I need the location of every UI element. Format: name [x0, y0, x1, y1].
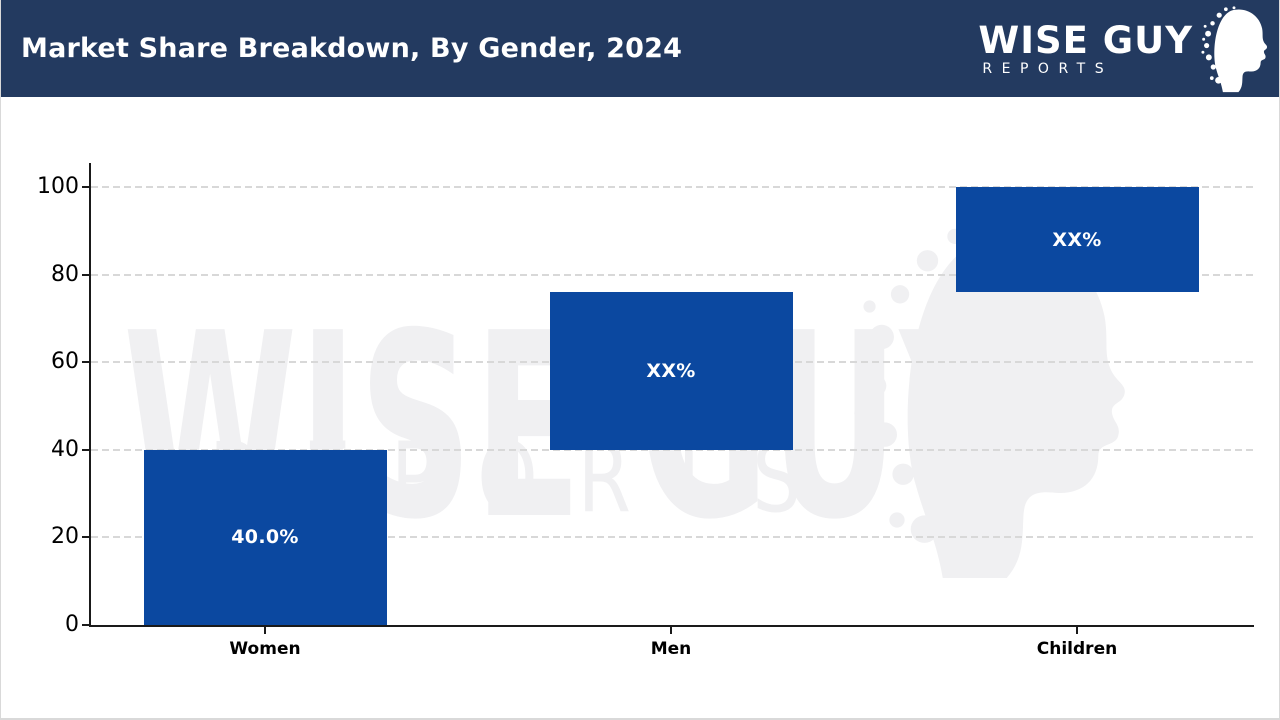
gridline-40 — [91, 448, 1254, 451]
logo-wordmark: WISE GUY — [978, 18, 1193, 62]
y-tick-label-20: 20 — [51, 524, 79, 550]
y-axis-spine — [89, 163, 91, 627]
gridline-20 — [91, 536, 1254, 539]
bar-value-label: 40.0% — [231, 526, 299, 549]
header-bar: Market Share Breakdown, By Gender, 2024 … — [1, 0, 1279, 97]
y-tick-label-100: 100 — [37, 174, 79, 199]
y-tick-label-60: 60 — [51, 349, 79, 375]
x-tick-children — [1076, 627, 1078, 634]
bar-men: XX% — [549, 292, 793, 450]
bar-value-label: XX% — [646, 359, 696, 382]
bar-value-label: XX% — [1052, 228, 1102, 251]
y-tick-label-40: 40 — [51, 436, 79, 462]
y-tick-80 — [82, 273, 89, 276]
wise-guy-logo: WISE GUY REPORTS — [978, 0, 1271, 97]
logo-face-icon — [1201, 6, 1268, 93]
x-tick-label-men: Men — [650, 639, 692, 659]
y-tick-60 — [82, 361, 89, 364]
bar-women: 40.0% — [143, 449, 387, 625]
x-axis-spine — [89, 625, 1254, 627]
y-tick-100 — [82, 186, 89, 188]
plot-area: 0 20 40 60 80 100 40.0% Women XX% Men XX% Children — [1, 97, 1279, 718]
bar-children: XX% — [955, 187, 1199, 293]
logo-text: WISE GUY REPORTS — [978, 22, 1193, 76]
y-tick-40 — [82, 448, 89, 451]
watermark-face-icon — [854, 224, 1125, 578]
gridline-80 — [91, 273, 1254, 276]
x-tick-men — [670, 627, 672, 634]
gridline-100 — [91, 186, 1254, 188]
y-tick-label-80: 80 — [51, 261, 79, 287]
x-tick-label-children: Children — [1036, 639, 1118, 659]
x-tick-label-women: Women — [229, 639, 301, 659]
x-tick-women — [264, 627, 266, 634]
y-tick-0 — [82, 624, 89, 626]
logo-subtext: REPORTS — [982, 60, 1114, 77]
y-tick-20 — [82, 536, 89, 539]
chart-title: Market Share Breakdown, By Gender, 2024 — [21, 33, 683, 64]
y-tick-label-0: 0 — [65, 612, 79, 637]
